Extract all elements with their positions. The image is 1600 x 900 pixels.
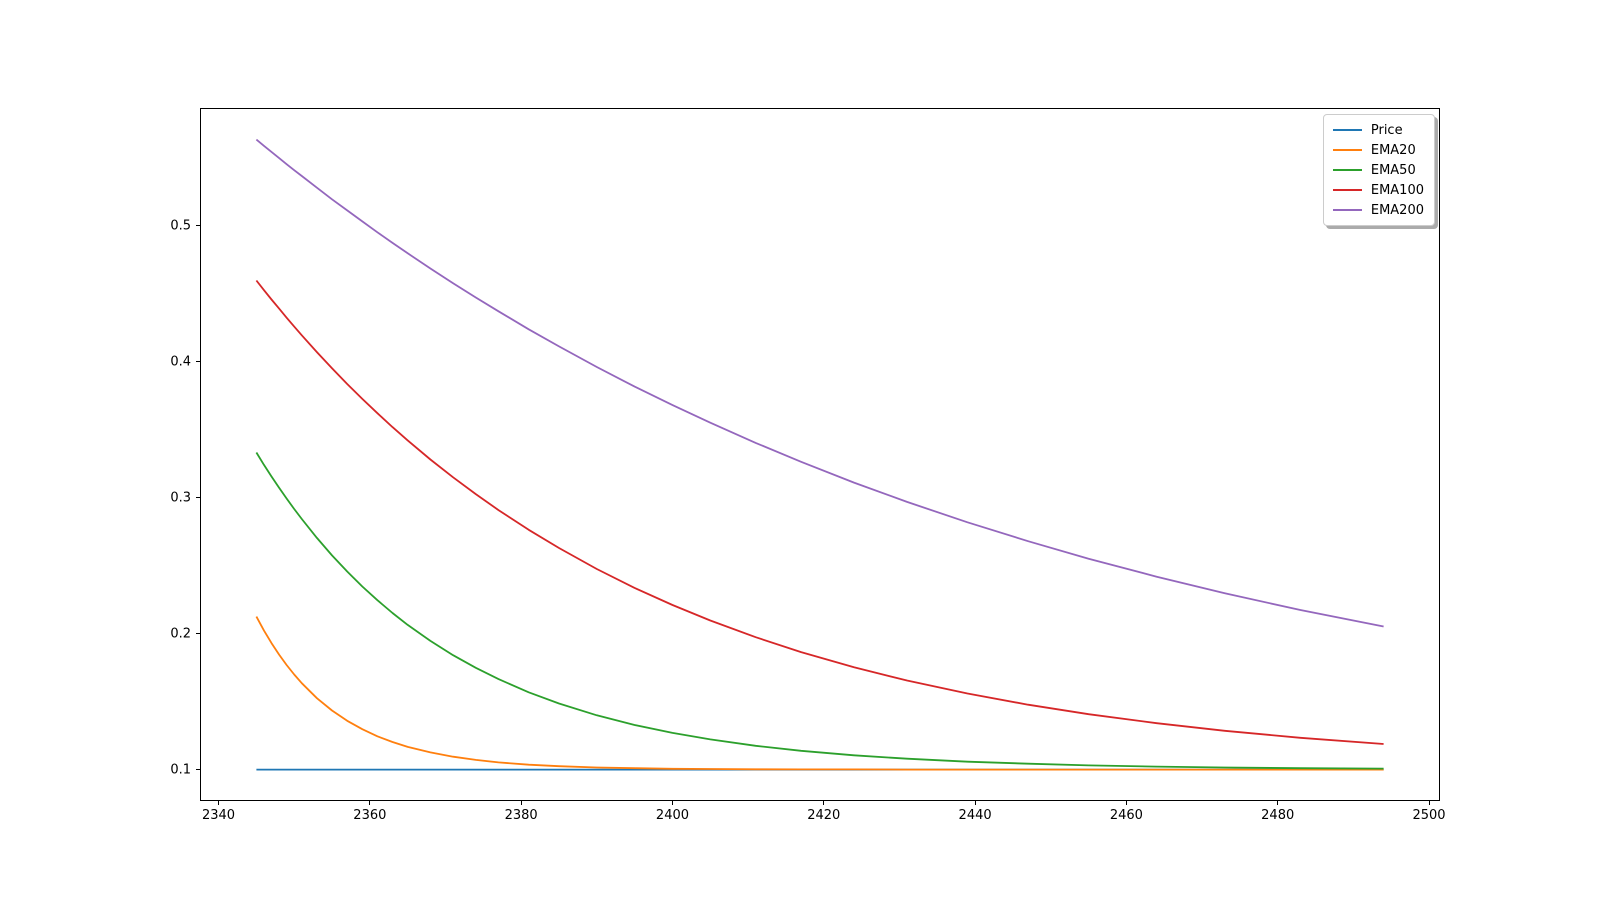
- axes-spines: [200, 108, 1440, 801]
- y-tick-label: 0.2: [170, 626, 191, 642]
- legend-entry-ema50: EMA50: [1332, 160, 1424, 180]
- x-tick-mark: [823, 801, 825, 805]
- plot-area: 2340 2360 2380 2400 2420 2440 2460 2480 2500 0.1…: [170, 108, 1446, 823]
- x-tick-mark: [1428, 801, 1430, 805]
- x-tick-label: 2340: [201, 808, 236, 823]
- legend-line-swatch: [1332, 169, 1362, 171]
- x-tick-mark: [218, 801, 220, 805]
- y-tick-mark: [196, 633, 200, 635]
- legend-line-swatch: [1332, 149, 1362, 151]
- legend: Price EMA20 EMA50 EMA100 EMA200: [1322, 114, 1435, 226]
- x-tick-label: 2360: [353, 808, 387, 823]
- x-tick-mark: [520, 801, 522, 805]
- series-line-ema50: [255, 452, 1384, 770]
- legend-line-swatch: [1332, 189, 1362, 191]
- legend-line-swatch: [1332, 209, 1362, 211]
- y-tick-mark: [196, 769, 200, 771]
- y-tick-label: 0.3: [170, 490, 191, 506]
- x-tick-mark: [974, 801, 976, 805]
- y-tick-mark: [196, 361, 200, 363]
- x-tick-label: 2380: [504, 808, 538, 823]
- x-tick-label: 2420: [807, 808, 841, 823]
- legend-entry-ema200: EMA200: [1332, 200, 1424, 220]
- legend-label: EMA200: [1370, 202, 1424, 218]
- y-tick-label: 0.1: [170, 762, 191, 778]
- x-tick-label: 2480: [1261, 808, 1295, 823]
- x-tick-mark: [1277, 801, 1279, 805]
- y-tick-label: 0.5: [170, 218, 191, 234]
- series-line-ema100: [255, 279, 1384, 745]
- y-tick-mark: [196, 497, 200, 499]
- series-line-ema20: [255, 616, 1384, 771]
- legend-entry-ema100: EMA100: [1332, 180, 1424, 200]
- legend-line-swatch: [1332, 129, 1362, 131]
- x-tick-label: 2440: [958, 808, 992, 823]
- x-tick-mark: [1125, 801, 1127, 805]
- legend-entry-price: Price: [1332, 120, 1424, 140]
- y-tick-label: 0.4: [170, 354, 191, 370]
- x-tick-mark: [369, 801, 371, 805]
- x-tick-mark: [671, 801, 673, 805]
- legend-entry-ema20: EMA20: [1332, 140, 1424, 160]
- series-line-ema200: [255, 138, 1384, 628]
- x-tick-label: 2400: [655, 808, 690, 823]
- x-tick-label: 2500: [1412, 808, 1446, 823]
- legend-label: EMA100: [1370, 182, 1424, 198]
- legend-label: EMA20: [1370, 142, 1416, 158]
- y-tick-mark: [196, 225, 200, 227]
- plot-lines-svg: [200, 108, 1440, 801]
- legend-label: EMA50: [1370, 162, 1416, 178]
- legend-label: Price: [1370, 122, 1403, 138]
- x-tick-label: 2460: [1109, 808, 1143, 823]
